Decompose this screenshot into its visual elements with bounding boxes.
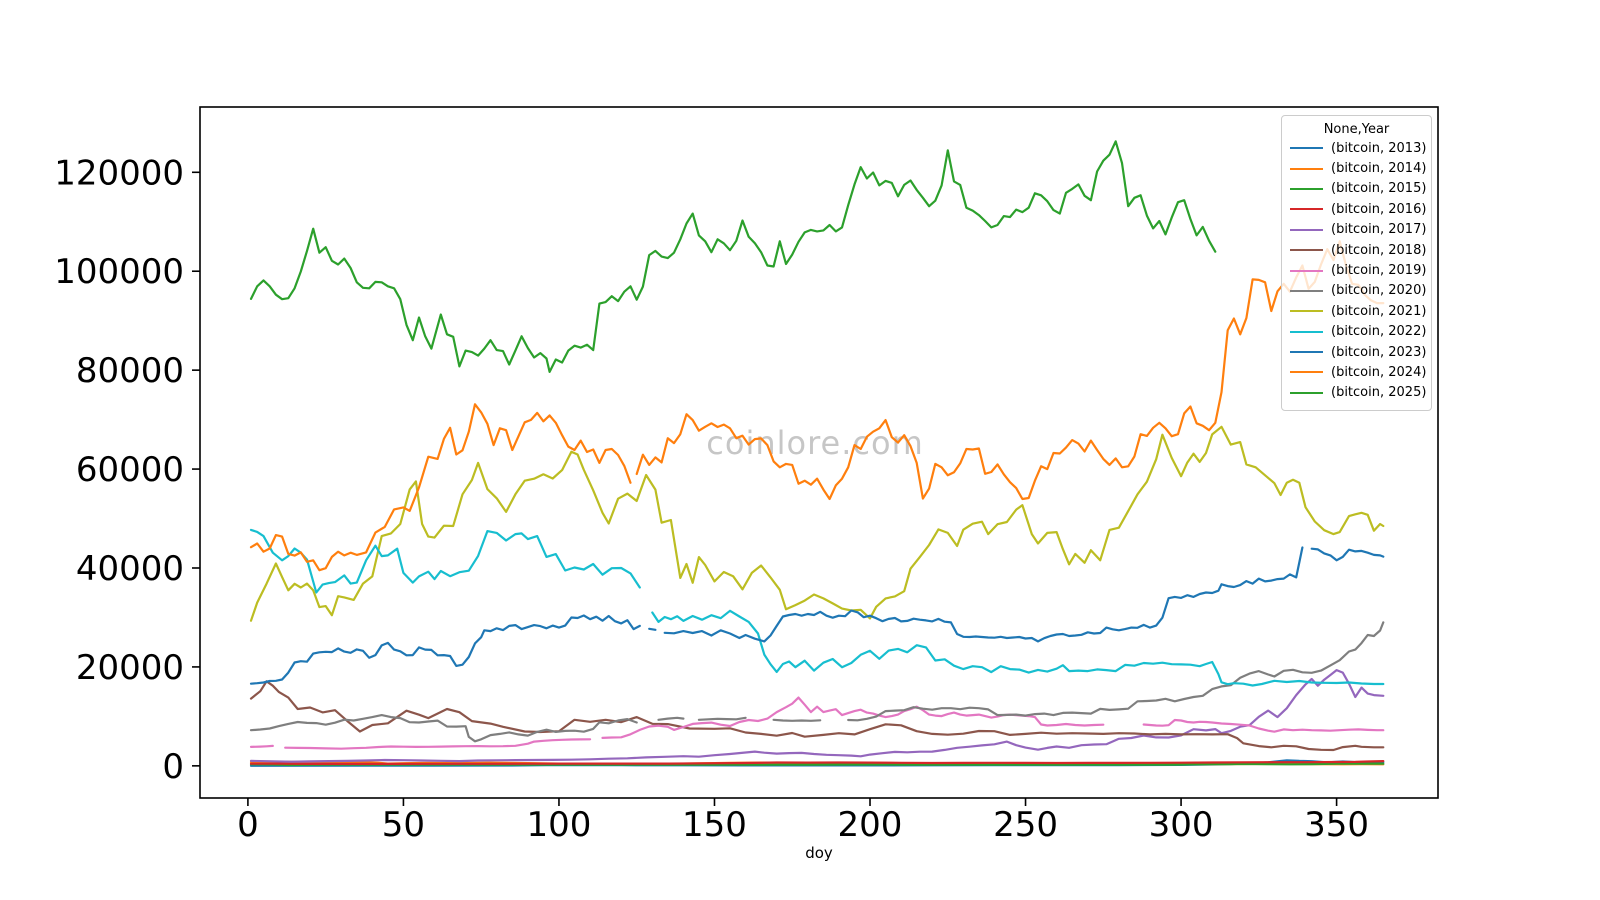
y-tick-label: 120000 — [54, 153, 184, 193]
series-line-2022 — [249, 528, 1385, 687]
legend-entry-label: (bitcoin, 2017) — [1331, 222, 1427, 238]
legend-line-swatch-icon — [1290, 228, 1323, 231]
series-line-2023 — [249, 546, 1385, 685]
plot-border — [199, 106, 1439, 799]
legend-entry: (bitcoin, 2019) — [1282, 260, 1431, 280]
legend-entry: (bitcoin, 2024) — [1282, 362, 1431, 382]
legend-title: None,Year — [1323, 122, 1390, 137]
legend-entry: (bitcoin, 2021) — [1282, 301, 1431, 321]
legend-entry-label: (bitcoin, 2015) — [1331, 181, 1427, 197]
legend-entry: (bitcoin, 2013) — [1282, 138, 1431, 158]
x-tick-label: 300 — [1149, 805, 1214, 845]
series-layer — [249, 140, 1385, 767]
legend-entry-label: (bitcoin, 2018) — [1331, 242, 1427, 258]
series-line-2021 — [249, 425, 1385, 622]
legend-line-swatch-icon — [1290, 371, 1323, 374]
legend-entry-label: (bitcoin, 2020) — [1331, 283, 1427, 299]
legend-line-swatch-icon — [1290, 351, 1323, 354]
legend-line-swatch-icon — [1290, 310, 1323, 313]
y-tick-label: 80000 — [76, 351, 184, 391]
series-line-2016 — [249, 760, 1385, 765]
series-line-2018 — [249, 680, 1385, 752]
legend-entry-label: (bitcoin, 2025) — [1331, 385, 1427, 401]
x-tick-label: 350 — [1304, 805, 1369, 845]
y-tick-label: 40000 — [76, 549, 184, 589]
legend-entry-label: (bitcoin, 2024) — [1331, 364, 1427, 380]
legend-line-swatch-icon — [1290, 167, 1323, 170]
x-tick-label: 200 — [838, 805, 903, 845]
x-tick-label: 150 — [682, 805, 747, 845]
legend-line-swatch-icon — [1290, 289, 1323, 292]
y-tick-label: 0 — [162, 747, 184, 787]
y-tick-label: 20000 — [76, 648, 184, 688]
legend-line-swatch-icon — [1290, 208, 1323, 211]
x-tick-label: 50 — [382, 805, 425, 845]
legend-rows: (bitcoin, 2013) (bitcoin, 2014) (bitcoin, … — [1282, 138, 1431, 403]
legend-line-swatch-icon — [1290, 269, 1323, 272]
legend-entry-label: (bitcoin, 2016) — [1331, 201, 1427, 217]
legend-entry: (bitcoin, 2023) — [1282, 342, 1431, 362]
x-tick-label: 0 — [237, 805, 259, 845]
legend-entry: (bitcoin, 2014) — [1282, 158, 1431, 178]
legend-entry-label: (bitcoin, 2013) — [1331, 140, 1427, 156]
y-tick-label: 100000 — [54, 252, 184, 292]
legend-entry: (bitcoin, 2025) — [1282, 383, 1431, 403]
legend: None,Year (bitcoin, 2013) (bitcoin, 2014)… — [1281, 115, 1432, 412]
legend-entry: (bitcoin, 2018) — [1282, 240, 1431, 260]
legend-entry: (bitcoin, 2022) — [1282, 322, 1431, 342]
legend-entry-label: (bitcoin, 2021) — [1331, 303, 1427, 319]
legend-entry: (bitcoin, 2015) — [1282, 179, 1431, 199]
legend-line-swatch-icon — [1290, 249, 1323, 252]
series-line-2024 — [249, 240, 1385, 572]
legend-line-swatch-icon — [1290, 187, 1323, 190]
legend-entry-label: (bitcoin, 2014) — [1331, 161, 1427, 177]
legend-entry: (bitcoin, 2017) — [1282, 220, 1431, 240]
watermark-text: coinlore.com — [706, 424, 923, 462]
series-line-2019 — [249, 696, 1385, 750]
legend-entry-label: (bitcoin, 2023) — [1331, 344, 1427, 360]
legend-line-swatch-icon — [1290, 330, 1323, 333]
legend-entry: (bitcoin, 2016) — [1282, 199, 1431, 219]
x-tick-label: 100 — [527, 805, 592, 845]
legend-line-swatch-icon — [1290, 147, 1323, 150]
x-tick-label: 250 — [993, 805, 1058, 845]
series-line-2020 — [249, 621, 1385, 743]
series-line-2025 — [249, 140, 1217, 373]
legend-line-swatch-icon — [1290, 391, 1323, 394]
y-tick-label: 60000 — [76, 450, 184, 490]
axis-layer: 0 50 100 150 200 250 300 350 0 20000 40000 60000 800… — [54, 106, 1439, 845]
x-axis-label: doy — [805, 844, 833, 862]
legend-entry: (bitcoin, 2020) — [1282, 281, 1431, 301]
legend-entry-label: (bitcoin, 2019) — [1331, 263, 1427, 279]
series-line-2017 — [249, 669, 1385, 763]
legend-entry-label: (bitcoin, 2022) — [1331, 324, 1427, 340]
